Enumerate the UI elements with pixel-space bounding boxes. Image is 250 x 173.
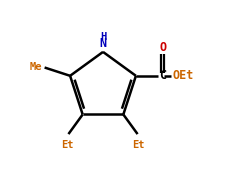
- Text: H: H: [100, 32, 106, 42]
- Text: Me: Me: [30, 62, 42, 72]
- Text: Et: Et: [61, 140, 74, 150]
- Text: N: N: [99, 37, 106, 50]
- Text: Et: Et: [132, 140, 144, 150]
- Text: OEt: OEt: [172, 69, 193, 82]
- Text: C: C: [158, 69, 166, 82]
- Text: O: O: [158, 41, 166, 54]
